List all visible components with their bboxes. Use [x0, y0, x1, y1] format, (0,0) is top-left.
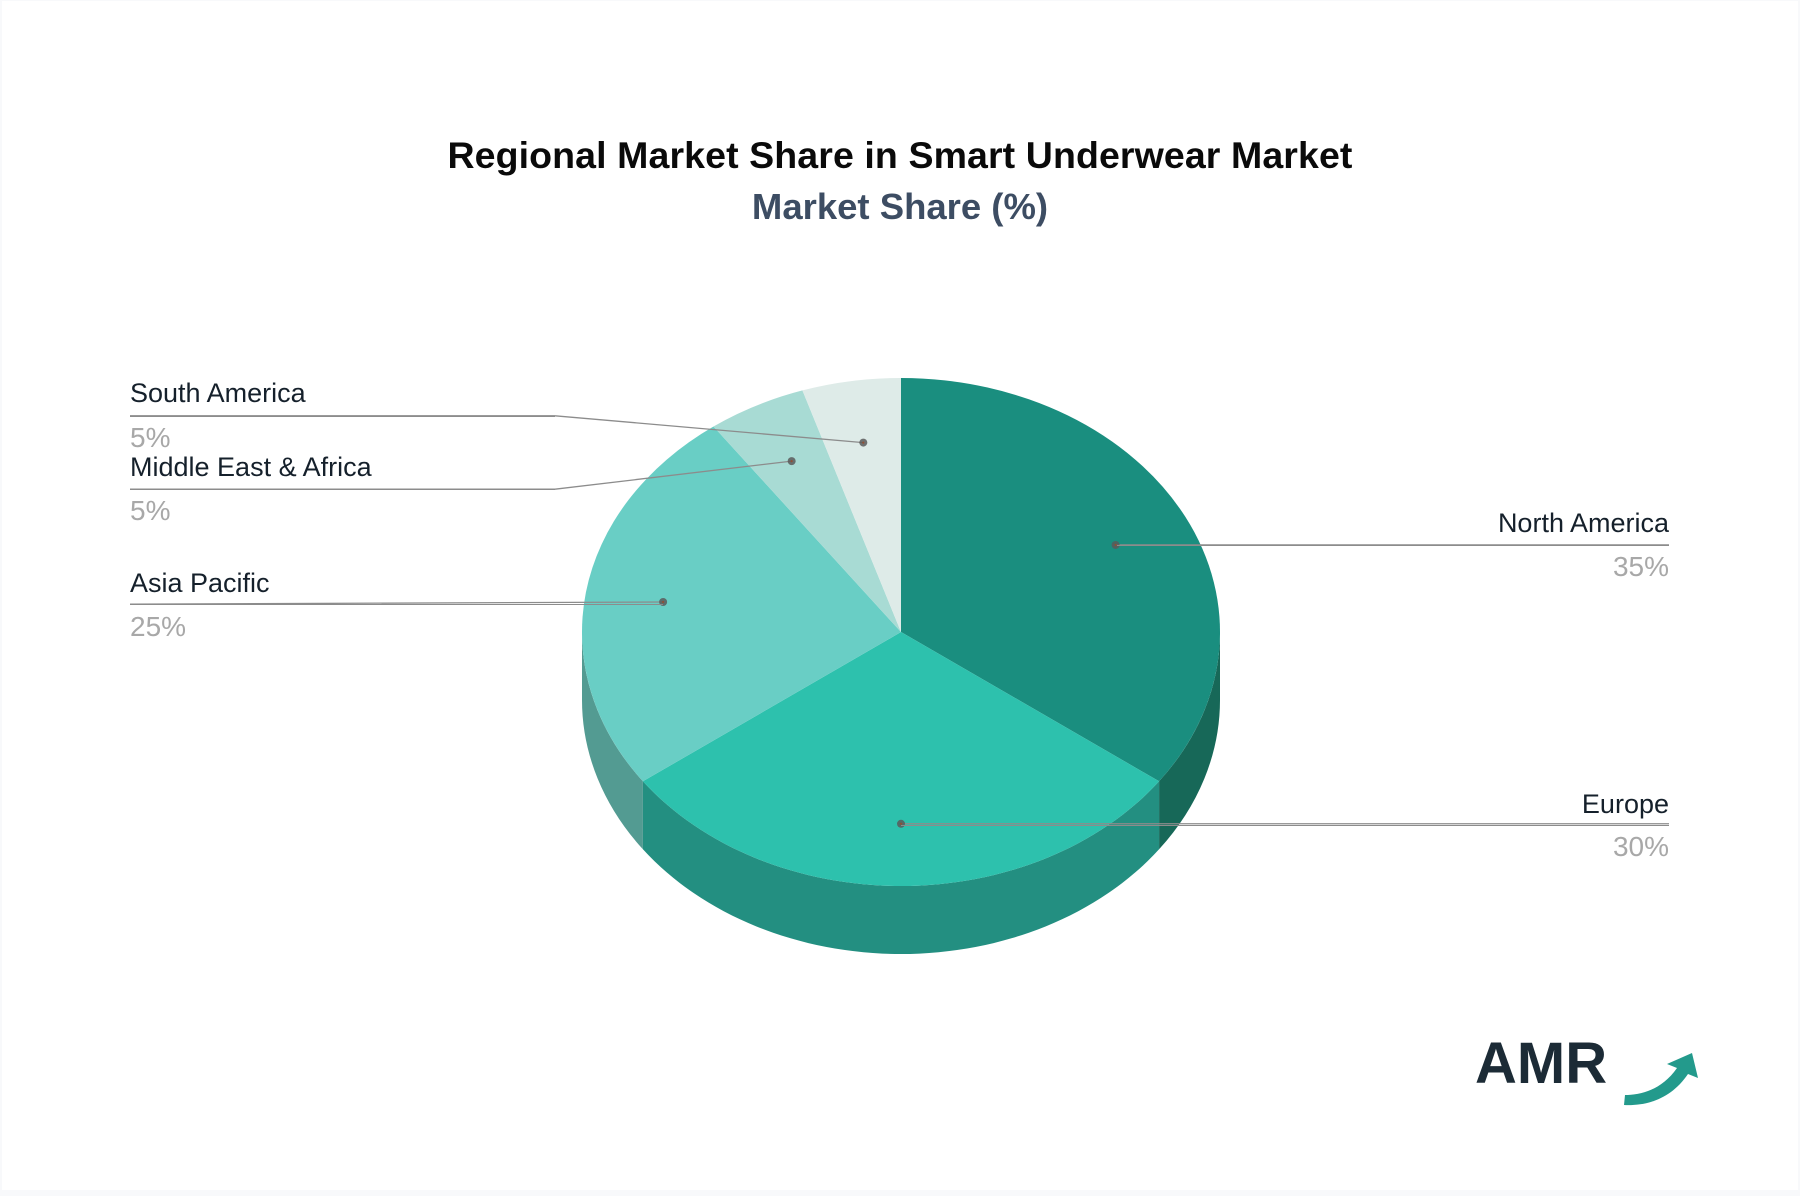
- svg-text:AMR: AMR: [1475, 1031, 1607, 1096]
